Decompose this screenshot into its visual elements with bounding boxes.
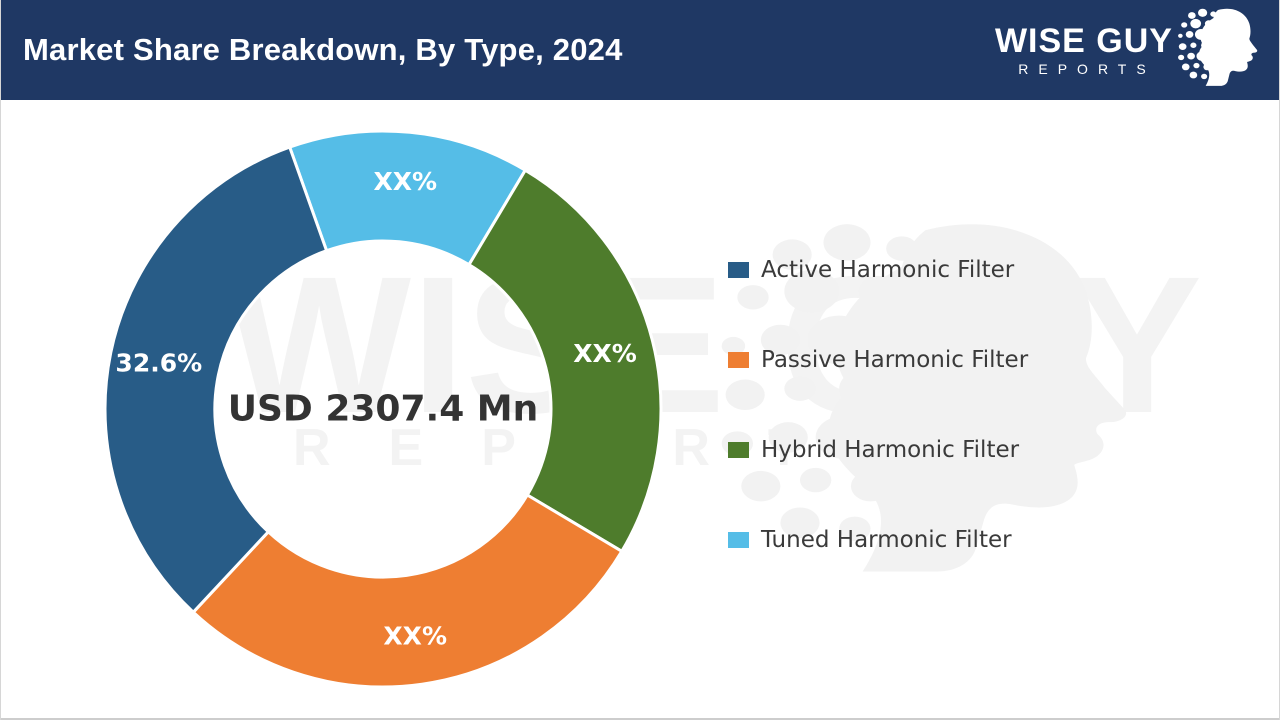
legend-swatch <box>728 532 749 548</box>
legend-label: Passive Harmonic Filter <box>761 347 1029 373</box>
legend-item-hybrid-harmonic-filter: Hybrid Harmonic Filter <box>728 432 1028 468</box>
donut-slice-active-harmonic-filter <box>103 145 329 614</box>
legend-swatch <box>728 352 749 368</box>
donut-slice-passive-harmonic-filter <box>191 493 624 689</box>
chart-area: WISE GUY REPORTS XX%XX%XX%32.6% USD 2307… <box>1 100 1279 718</box>
face-dots-icon <box>1178 8 1258 86</box>
donut-slice-hybrid-harmonic-filter <box>467 168 663 553</box>
donut-center-value: USD 2307.4 Mn <box>227 388 539 430</box>
legend-item-tuned-harmonic-filter: Tuned Harmonic Filter <box>728 522 1028 558</box>
brand-logo: WISE GUY REPORTS <box>995 6 1267 94</box>
donut-chart: XX% XX% XX% 32.6% <box>103 129 663 689</box>
logo-wordmark: WISE GUY REPORTS <box>995 24 1173 76</box>
legend-item-passive-harmonic-filter: Passive Harmonic Filter <box>728 342 1028 378</box>
logo-line1: WISE GUY <box>994 22 1173 60</box>
legend-label: Active Harmonic Filter <box>761 257 1015 283</box>
slice-label-hybrid-harmonic-filter: XX% <box>573 339 637 368</box>
slice-label-passive-harmonic-filter: XX% <box>383 622 447 651</box>
slice-label-tuned-harmonic-filter: XX% <box>373 167 437 196</box>
page-title: Market Share Breakdown, By Type, 2024 <box>23 32 623 67</box>
legend-swatch <box>728 442 749 458</box>
legend-label: Tuned Harmonic Filter <box>761 527 1012 553</box>
slice-label-active-harmonic-filter: 32.6% <box>115 349 202 378</box>
header: Market Share Breakdown, By Type, 2024 WI… <box>1 0 1279 100</box>
bottom-border <box>1 718 1279 720</box>
legend-label: Hybrid Harmonic Filter <box>761 437 1020 463</box>
legend-swatch <box>728 262 749 278</box>
logo-line2: REPORTS <box>1018 61 1156 77</box>
legend: Active Harmonic Filter Passive Harmonic F… <box>728 252 1028 612</box>
legend-item-active-harmonic-filter: Active Harmonic Filter <box>728 252 1028 288</box>
